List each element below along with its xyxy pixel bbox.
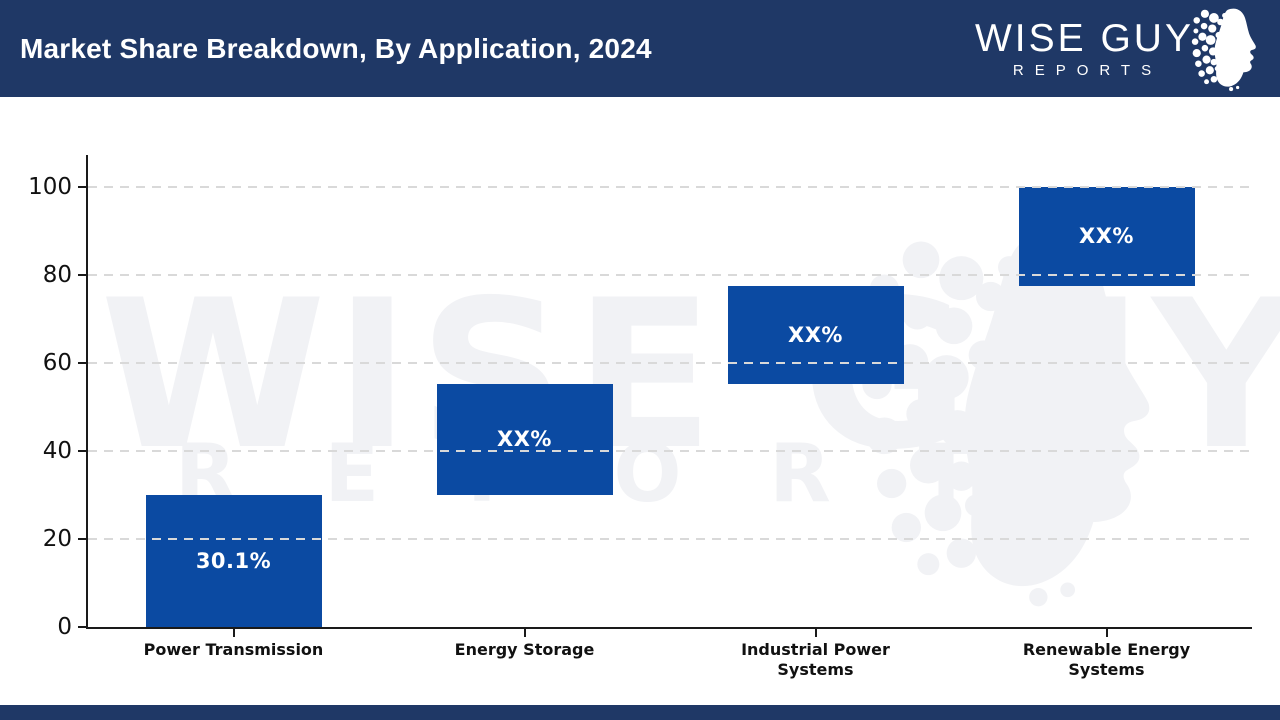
y-tick-mark: [78, 538, 86, 540]
bar-value-label: XX%: [1079, 224, 1134, 249]
bar-segment: XX%: [1018, 187, 1195, 286]
x-tick-mark: [523, 629, 526, 637]
logo-face-icon: [1188, 4, 1266, 94]
bar-segment: 30.1%: [145, 494, 322, 627]
x-category-label: Renewable Energy Systems: [1022, 640, 1191, 679]
y-tick-mark: [78, 274, 86, 276]
gridline: [88, 186, 1252, 188]
logo-wordmark: WISE GUY: [974, 16, 1194, 60]
y-tick-mark: [78, 450, 86, 452]
x-category-label: Industrial Power Systems: [741, 640, 890, 679]
bar-segment: XX%: [436, 383, 613, 495]
wise-guy-reports-logo: WISE GUY REPORTS: [975, 4, 1280, 94]
bar-value-label: XX%: [788, 322, 843, 347]
logo-subtitle: REPORTS: [1012, 61, 1163, 79]
gridline: [88, 538, 1252, 540]
page-title: Market Share Breakdown, By Application, …: [20, 32, 652, 64]
footer-bar: [0, 705, 1280, 720]
x-tick-mark: [232, 629, 235, 637]
y-tick-label: 40: [42, 438, 72, 464]
gridline: [88, 274, 1252, 276]
logo-text: WISE GUY REPORTS: [975, 19, 1194, 79]
y-tick-label: 20: [42, 526, 72, 552]
bar-value-label: XX%: [497, 427, 552, 452]
bar-segment: XX%: [727, 285, 904, 384]
y-tick-mark: [78, 626, 86, 628]
y-tick-label: 100: [28, 174, 72, 200]
gridline: [88, 450, 1252, 452]
y-tick-label: 60: [42, 350, 72, 376]
x-category-label: Energy Storage: [454, 640, 595, 659]
x-tick-mark: [814, 629, 817, 637]
y-tick-mark: [78, 362, 86, 364]
y-axis-line: [86, 155, 88, 629]
bar-value-label: 30.1%: [195, 548, 272, 573]
y-tick-label: 0: [57, 614, 72, 640]
chart-canvas: WISE GUY R E P O R T S 0 20 40 60 80 100 30.1%…: [0, 97, 1280, 705]
y-tick-mark: [78, 186, 86, 188]
x-tick-mark: [1105, 629, 1108, 637]
gridline: [88, 362, 1252, 364]
x-category-label: Power Transmission: [143, 640, 324, 659]
y-tick-label: 80: [42, 262, 72, 288]
header-bar: Market Share Breakdown, By Application, …: [0, 0, 1280, 97]
x-axis-line: [86, 627, 1252, 629]
